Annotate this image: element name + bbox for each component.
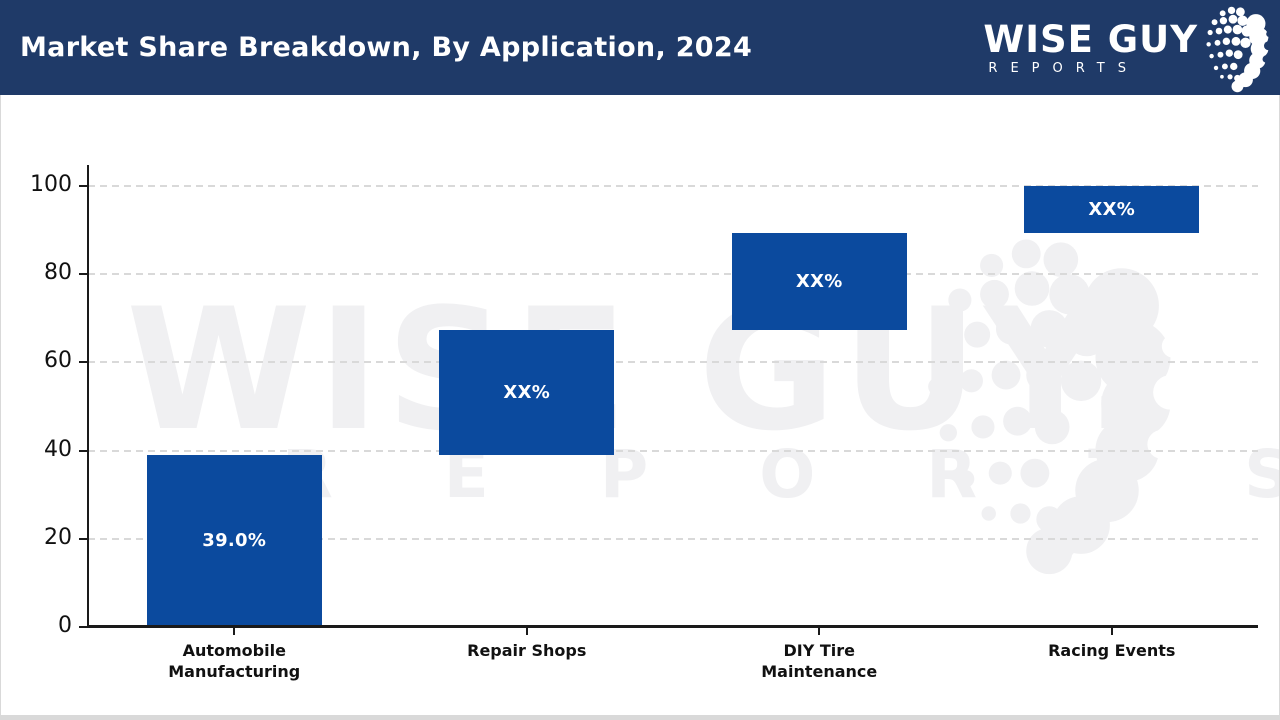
y-tick-label: 40 bbox=[44, 436, 72, 462]
y-axis-line bbox=[87, 165, 89, 628]
gridline bbox=[88, 185, 1258, 187]
header-bar: Market Share Breakdown, By Application, … bbox=[0, 0, 1280, 95]
figure-border-bottom bbox=[0, 715, 1280, 720]
gridline bbox=[88, 361, 1258, 364]
y-tick-mark bbox=[79, 449, 88, 452]
y-tick-label: 80 bbox=[44, 260, 72, 286]
y-tick-mark bbox=[79, 185, 88, 187]
x-category-label: Repair Shops bbox=[397, 640, 657, 661]
y-tick-label: 100 bbox=[30, 172, 72, 197]
x-tick-mark bbox=[525, 628, 528, 635]
x-category-label: DIY Tire Maintenance bbox=[689, 640, 949, 682]
logo-reports-text: REPORTS bbox=[988, 60, 1140, 76]
x-tick-mark bbox=[233, 628, 236, 635]
x-tick-mark bbox=[818, 628, 821, 635]
logo-wiseguy-text: WISE GUY bbox=[983, 17, 1198, 61]
x-category-label-line: Racing Events bbox=[1048, 641, 1176, 660]
bar-diy-tire-maintenance: XX% bbox=[731, 233, 907, 331]
gridline bbox=[88, 273, 1258, 276]
bar-repair-shops: XX% bbox=[439, 330, 615, 455]
figure-border-left bbox=[0, 95, 1, 720]
bar-value-label: XX% bbox=[795, 271, 843, 293]
bar-value-label: XX% bbox=[503, 382, 551, 404]
y-tick-label: 0 bbox=[58, 613, 72, 638]
bar-racing-events: XX% bbox=[1024, 186, 1200, 234]
y-tick-mark bbox=[79, 273, 88, 276]
logo-head-icon bbox=[1194, 3, 1272, 93]
x-category-label-line: Automobile bbox=[182, 641, 286, 660]
x-axis-line bbox=[88, 625, 1258, 628]
y-tick-label: 60 bbox=[44, 348, 72, 374]
x-category-label-line: Maintenance bbox=[761, 662, 878, 681]
gridline bbox=[88, 449, 1258, 452]
chart-title: Market Share Breakdown, By Application, … bbox=[20, 32, 753, 63]
bar-value-label: XX% bbox=[1088, 199, 1136, 221]
y-tick-label: 20 bbox=[44, 524, 72, 550]
x-category-label-line: Repair Shops bbox=[467, 641, 587, 660]
y-tick-mark bbox=[79, 626, 88, 628]
x-tick-mark bbox=[1110, 628, 1113, 635]
x-category-label-line: DIY Tire bbox=[783, 641, 856, 660]
bar-value-label: 39.0% bbox=[202, 530, 267, 552]
bar-automobile-manufacturing: 39.0% bbox=[146, 455, 322, 627]
gridline bbox=[88, 537, 1258, 540]
x-category-label: Automobile Manufacturing bbox=[104, 640, 364, 682]
y-tick-mark bbox=[79, 361, 88, 364]
logo-text: WISE GUY REPORTS bbox=[983, 21, 1198, 76]
x-category-label-line: Manufacturing bbox=[168, 662, 301, 681]
wise-guy-reports-logo: WISE GUY REPORTS bbox=[983, 4, 1272, 92]
x-category-label: Racing Events bbox=[982, 640, 1242, 661]
y-tick-mark bbox=[79, 537, 88, 540]
